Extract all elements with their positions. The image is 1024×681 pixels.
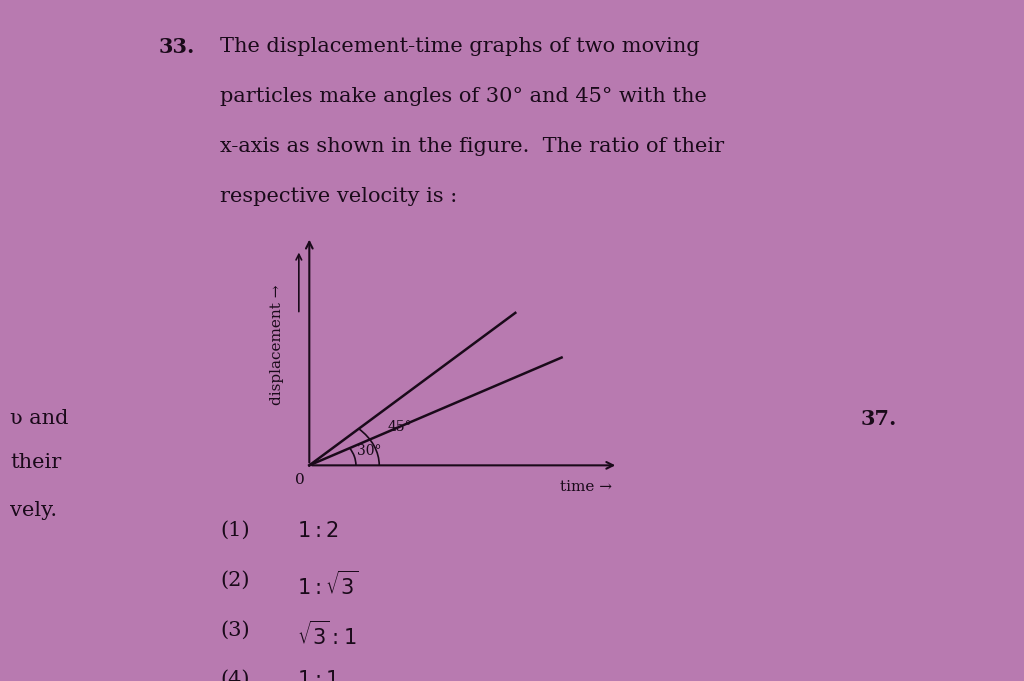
Text: x-axis as shown in the figure.  The ratio of their: x-axis as shown in the figure. The ratio… xyxy=(220,137,724,156)
Text: 33.: 33. xyxy=(159,37,196,57)
Text: vely.: vely. xyxy=(10,501,57,520)
Text: (2): (2) xyxy=(220,571,250,590)
Text: displacement →: displacement → xyxy=(270,285,285,405)
Text: (1): (1) xyxy=(220,521,250,540)
Text: 30°: 30° xyxy=(357,443,382,458)
Text: 45°: 45° xyxy=(388,420,413,434)
Text: respective velocity is :: respective velocity is : xyxy=(220,187,458,206)
Text: The displacement-time graphs of two moving: The displacement-time graphs of two movi… xyxy=(220,37,699,57)
Text: $1 : 1$: $1 : 1$ xyxy=(297,670,339,681)
Text: 0: 0 xyxy=(295,473,305,487)
Text: $1 : \sqrt{3}$: $1 : \sqrt{3}$ xyxy=(297,571,358,599)
Text: (3): (3) xyxy=(220,620,250,639)
Text: (4): (4) xyxy=(220,670,250,681)
Text: 37.: 37. xyxy=(860,409,897,428)
Text: particles make angles of 30° and 45° with the: particles make angles of 30° and 45° wit… xyxy=(220,87,707,106)
Text: $\sqrt{3} : 1$: $\sqrt{3} : 1$ xyxy=(297,620,356,649)
Text: ʋ and: ʋ and xyxy=(10,409,69,428)
Text: $1 : 2$: $1 : 2$ xyxy=(297,521,339,541)
Text: their: their xyxy=(10,453,61,472)
Text: time →: time → xyxy=(560,481,612,494)
